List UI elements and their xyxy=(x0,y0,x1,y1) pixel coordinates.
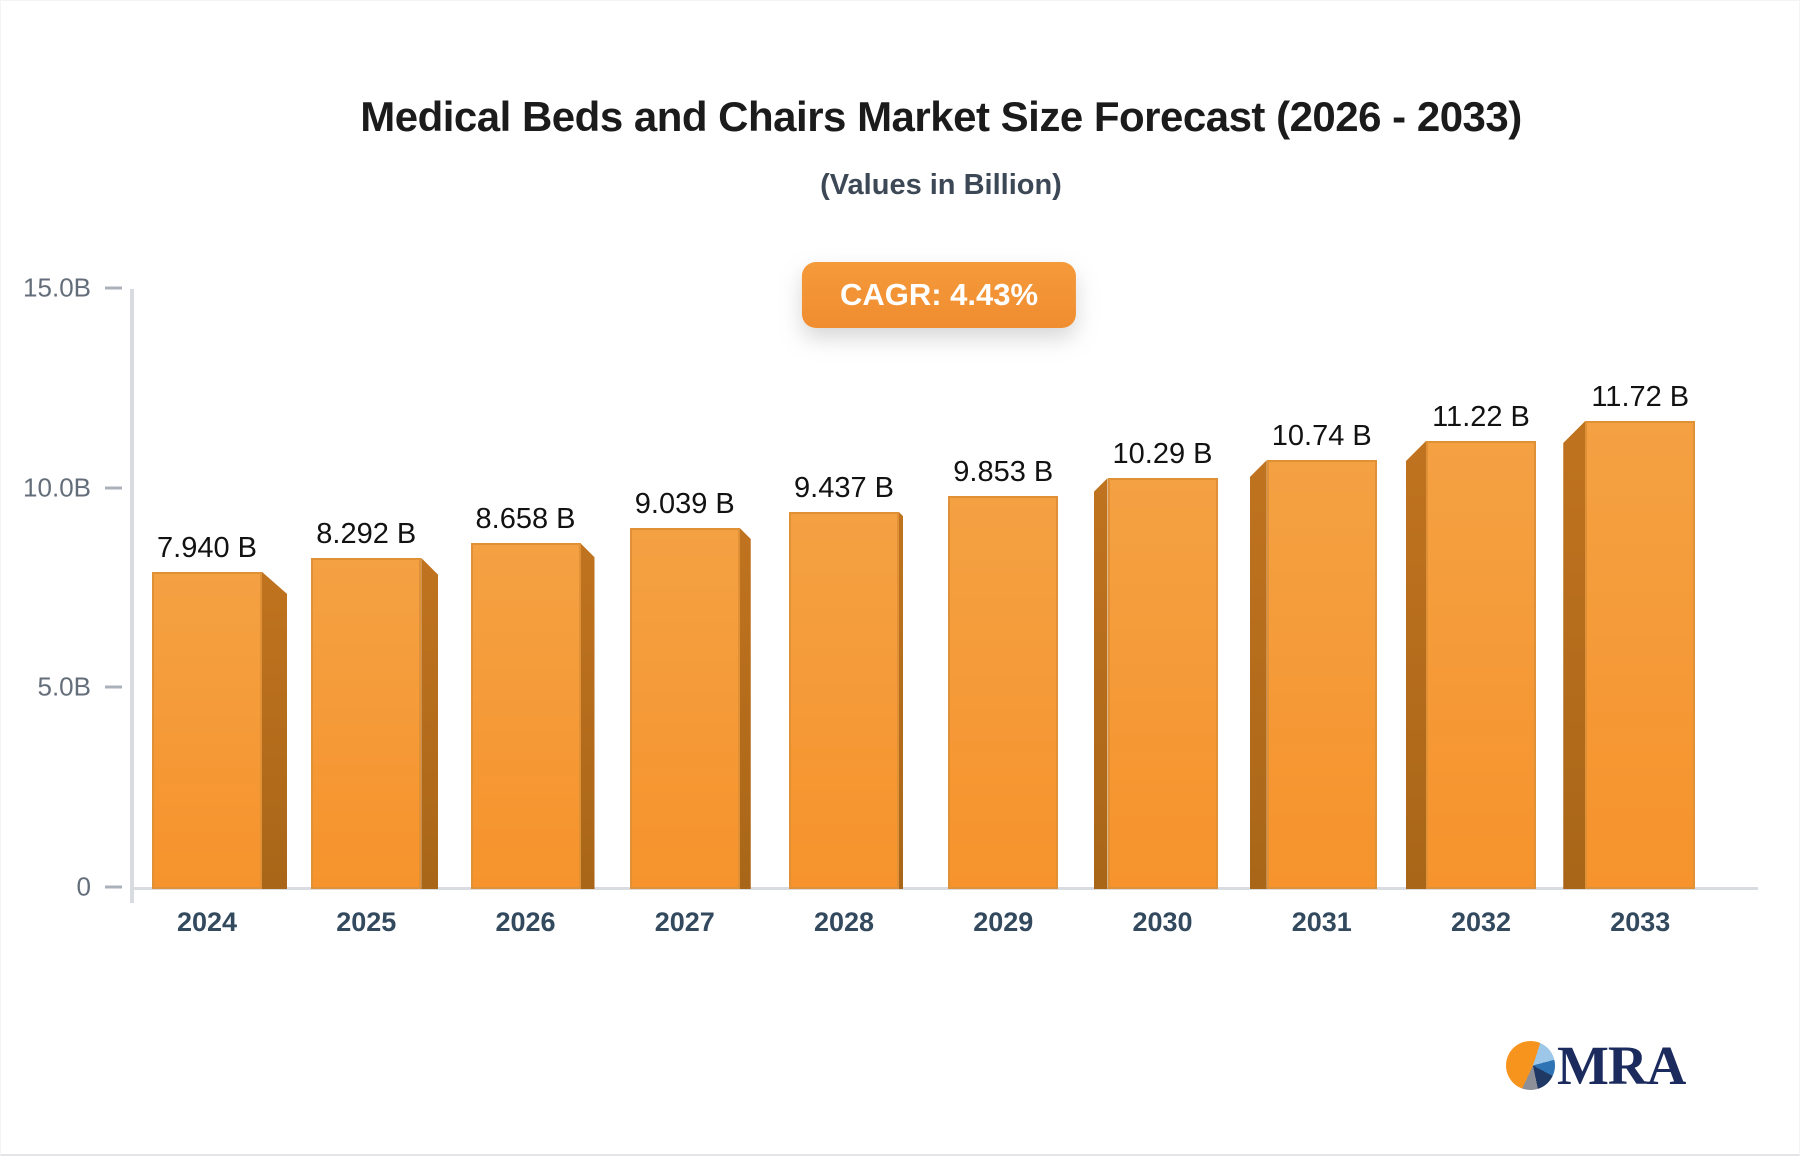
bar-value-label-2027: 9.039 B xyxy=(634,488,735,521)
x-tick-label-2032: 2032 xyxy=(1450,907,1512,937)
bar-side-2024 xyxy=(262,571,287,889)
bar-2028 xyxy=(789,512,899,889)
x-tick-label-2025: 2025 xyxy=(336,907,397,937)
y-tick-label: 15.0B xyxy=(23,272,91,303)
x-axis-baseline xyxy=(130,887,1758,890)
bar-side-2032 xyxy=(1406,440,1426,889)
bar-side-2026 xyxy=(580,543,595,889)
chart-subtitle: (Values in Billion) xyxy=(820,169,1062,201)
bar-value-label-2024: 7.940 B xyxy=(157,531,257,564)
bar-2024 xyxy=(152,571,262,889)
y-axis-line xyxy=(130,289,134,903)
x-tick-label-2030: 2030 xyxy=(1132,907,1193,937)
y-tick-mark xyxy=(105,685,122,689)
bar-2030 xyxy=(1107,478,1218,889)
x-tick-label-2026: 2026 xyxy=(495,907,556,937)
y-tick-mark xyxy=(105,286,122,290)
bar-2025 xyxy=(311,557,422,889)
y-tick-label: 5.0B xyxy=(37,671,92,702)
x-tick-label-2031: 2031 xyxy=(1291,907,1352,937)
cagr-badge: CAGR: 4.43% xyxy=(801,262,1077,328)
bar-side-2030 xyxy=(1093,478,1108,889)
y-tick-mark xyxy=(105,885,122,889)
bar-value-label-2032: 11.22 B xyxy=(1432,400,1530,433)
x-tick-label-2029: 2029 xyxy=(973,907,1034,937)
bar-value-label-2025: 8.292 B xyxy=(316,517,417,550)
bar-value-label-2026: 8.658 B xyxy=(475,503,576,536)
bar-side-2025 xyxy=(421,557,439,889)
bar-2027 xyxy=(629,528,740,889)
bar-2031 xyxy=(1266,460,1377,889)
bar-2032 xyxy=(1426,440,1536,889)
bar-2033 xyxy=(1585,420,1696,889)
y-tick-label: 10.0B xyxy=(23,472,91,503)
bar-2029 xyxy=(948,495,1059,889)
bar-side-2033 xyxy=(1563,420,1586,889)
x-tick-label-2028: 2028 xyxy=(813,907,875,937)
bar-value-label-2028: 9.437 B xyxy=(794,472,894,505)
x-tick-label-2033: 2033 xyxy=(1610,907,1671,937)
bar-side-2027 xyxy=(739,528,751,889)
bar-value-label-2033: 11.72 B xyxy=(1591,380,1690,413)
y-tick-mark xyxy=(105,486,122,490)
mra-logo: MRA xyxy=(1506,1035,1686,1096)
bar-side-2031 xyxy=(1249,460,1267,889)
bar-value-label-2031: 10.74 B xyxy=(1271,420,1372,453)
bar-side-2028 xyxy=(899,512,903,889)
x-tick-label-2027: 2027 xyxy=(654,907,715,937)
chart-title: Medical Beds and Chairs Market Size Fore… xyxy=(360,93,1522,140)
logo-text: MRA xyxy=(1557,1035,1686,1096)
x-tick-label-2024: 2024 xyxy=(176,907,238,937)
pie-chart-logo-icon xyxy=(1506,1041,1555,1090)
bar-value-label-2029: 9.853 B xyxy=(953,455,1054,488)
bar-2026 xyxy=(470,543,581,889)
y-tick-label: 0 xyxy=(76,871,91,902)
bar-value-label-2030: 10.29 B xyxy=(1112,438,1213,471)
